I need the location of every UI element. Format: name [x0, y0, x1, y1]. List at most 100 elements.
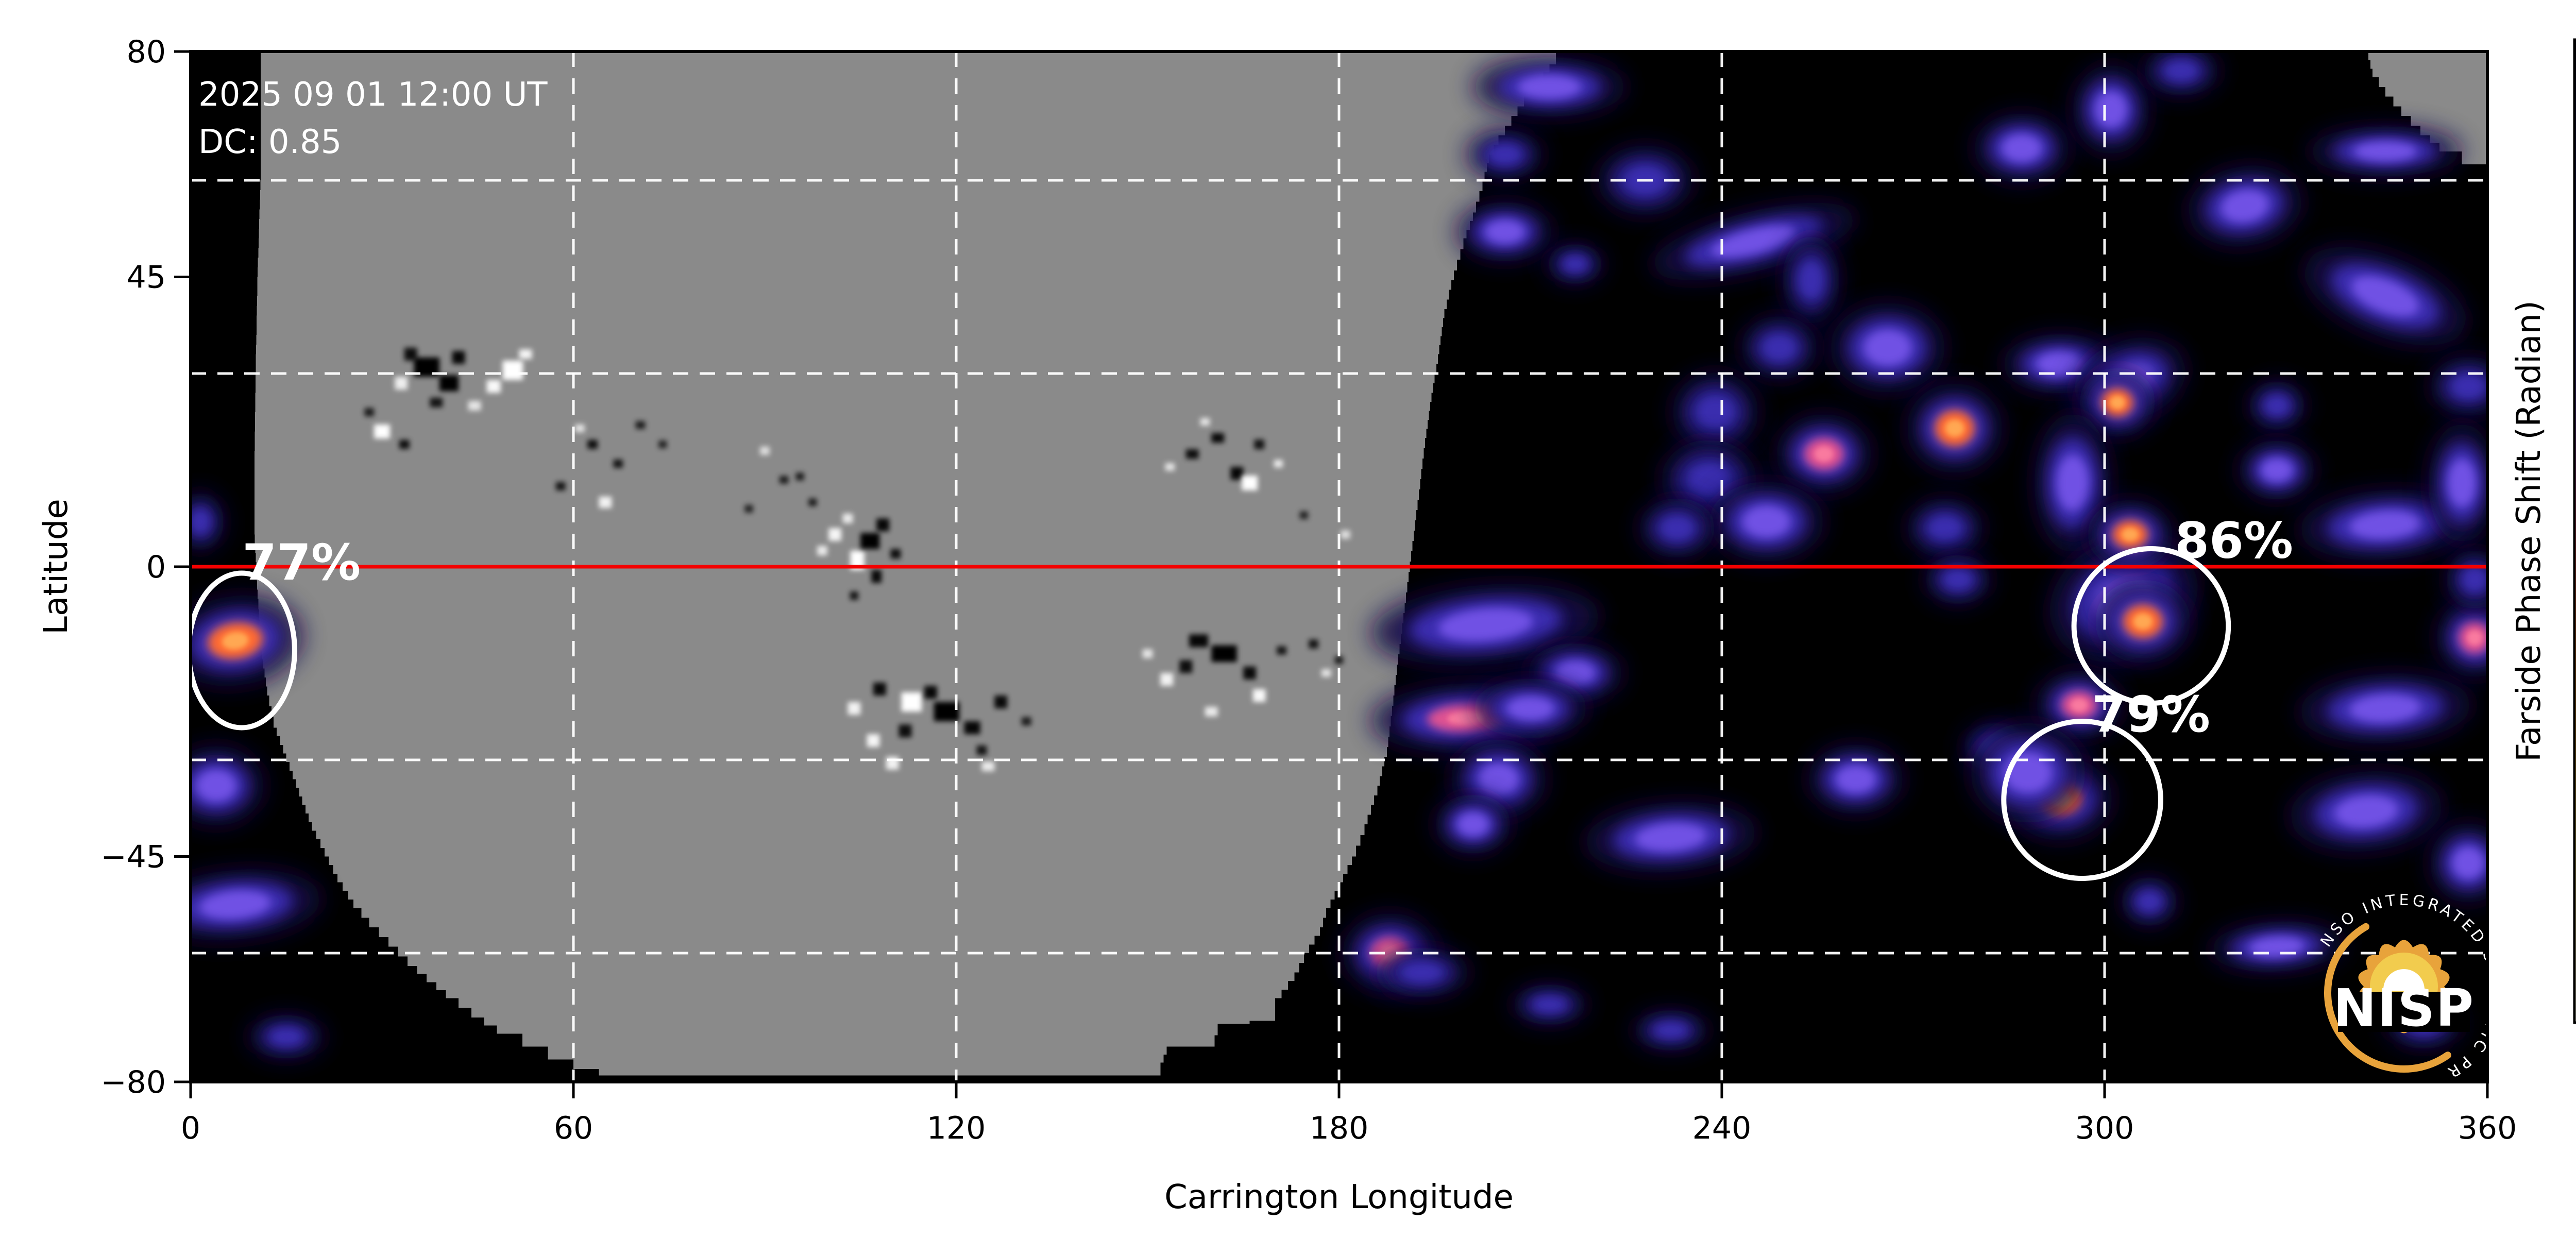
active-region-speck [873, 683, 886, 696]
active-region-speck [1277, 646, 1286, 655]
active-region-speck [850, 591, 858, 600]
active-region-speck [1185, 449, 1199, 459]
farside-blob-bright [1836, 765, 1876, 793]
farside-blob-bright [2452, 374, 2484, 399]
active-region-speck [899, 724, 912, 738]
farside-blob-bright [2452, 847, 2484, 879]
active-region-speck [871, 570, 882, 583]
active-region-speck [795, 472, 804, 481]
active-region-speck [1252, 689, 1266, 702]
farside-blob-core [2467, 630, 2483, 646]
farside-blob-bright [1655, 1022, 1687, 1039]
farside-blob-core [2109, 396, 2125, 410]
active-region-speck [1189, 634, 1209, 648]
annotation-circle [2001, 719, 2163, 881]
active-region-speck [890, 549, 901, 559]
x-tick-label: 0 [181, 1110, 200, 1146]
farside-blob-bright [1438, 608, 1533, 641]
farside-blob-bright [2057, 455, 2089, 511]
active-region-speck [1211, 645, 1237, 662]
farside-blob-bright [2349, 511, 2421, 539]
active-region-speck [1165, 463, 1175, 471]
active-region-speck [555, 482, 566, 490]
active-region-speck [779, 476, 789, 484]
active-region-speck [364, 408, 374, 417]
y-tick-label: −80 [100, 1064, 166, 1100]
farside-blob-bright [2349, 694, 2421, 723]
active-region-speck [964, 721, 980, 734]
farside-blob-bright [2351, 276, 2419, 316]
farside-blob-bright [270, 1028, 302, 1046]
x-tick-label: 120 [927, 1110, 986, 1146]
y-tick-label: −45 [100, 839, 166, 875]
farside-blob-core [2133, 613, 2153, 630]
annotation-label: 79% [2092, 686, 2210, 743]
farside-blob-bright [1863, 330, 1912, 366]
farside-blob-bright [191, 510, 210, 534]
farside-blob-bright [1506, 696, 1554, 721]
active-region-speck [587, 439, 598, 449]
active-region-speck [502, 361, 523, 380]
x-tick-label: 300 [2075, 1110, 2134, 1146]
active-region-speck [994, 696, 1008, 708]
active-region-speck [635, 421, 646, 429]
frontside-main-region [254, 52, 1556, 1076]
active-region-speck [1160, 673, 1174, 686]
logo-ring-arc [2324, 923, 2451, 1073]
annotation-label: 77% [242, 534, 361, 591]
active-region-speck [1242, 476, 1258, 490]
farside-blob-bright [1563, 256, 1587, 272]
active-region-speck [860, 533, 880, 549]
date-label: 2025 09 01 12:00 UT [198, 76, 548, 114]
x-axis-label: Carrington Longitude [1164, 1178, 1514, 1216]
farside-blob-bright [2249, 936, 2305, 957]
active-region-speck [1309, 639, 1318, 649]
farside-blob-bright [1485, 219, 1525, 244]
farside-blob-bright [1555, 661, 1595, 685]
farside-blob-bright [1518, 75, 1582, 99]
active-region-speck [744, 505, 753, 513]
farside-blob-core [2070, 698, 2088, 712]
x-tick-label: 60 [554, 1110, 593, 1146]
farside-blob-core [222, 632, 249, 650]
annotation-circles [186, 546, 2231, 881]
farside-blob-bright [1711, 226, 1797, 258]
farside-blob-bright [2137, 891, 2161, 912]
active-region-speck [1142, 649, 1153, 658]
active-region-speck [519, 349, 532, 359]
farside-blob-bright [2221, 190, 2269, 223]
active-region-speck [808, 498, 817, 506]
farside-blob-bright [2165, 61, 2197, 81]
farside-blob-bright [1929, 516, 1961, 540]
active-region-speck [468, 401, 481, 411]
active-region-speck [1179, 660, 1193, 673]
farside-blob-core [1814, 446, 1834, 462]
x-tick-label: 180 [1310, 1110, 1369, 1146]
annotation-circle [186, 570, 297, 731]
active-region-speck [486, 380, 501, 393]
active-region-speck [399, 439, 410, 449]
farside-blob-bright [1533, 996, 1566, 1013]
annotation-labels: 77% 86% 79% [242, 512, 2293, 744]
main-plot: 77% 86%79% NISP NSO INTEGRATED SYNOPTIC P… [186, 50, 2503, 1083]
farside-blob-bright [1944, 569, 1972, 590]
active-region-speck [658, 440, 667, 448]
x-tick-label: 240 [1692, 1110, 1752, 1146]
active-region-speck [1243, 666, 1256, 680]
farside-blob-bright [1402, 962, 1442, 982]
x-tick-label: 360 [2458, 1110, 2517, 1146]
farside-blob-bright [1763, 335, 1795, 361]
farside-blob-core [2121, 528, 2139, 541]
farside-blob-bright [1479, 763, 1518, 795]
farside-blob-bright [2261, 458, 2293, 482]
farside-blob-bright [2265, 396, 2289, 416]
active-region-speck [760, 446, 770, 455]
frontside-magnetogram-region [254, 52, 2487, 1076]
active-region-speck [575, 424, 585, 432]
active-region-speck [976, 745, 987, 755]
magnetogram-active-regions [364, 348, 1350, 771]
active-region-speck [613, 459, 623, 468]
active-region-speck [395, 377, 408, 390]
farside-blob-bright [1635, 823, 1706, 852]
active-region-speck [876, 518, 889, 532]
